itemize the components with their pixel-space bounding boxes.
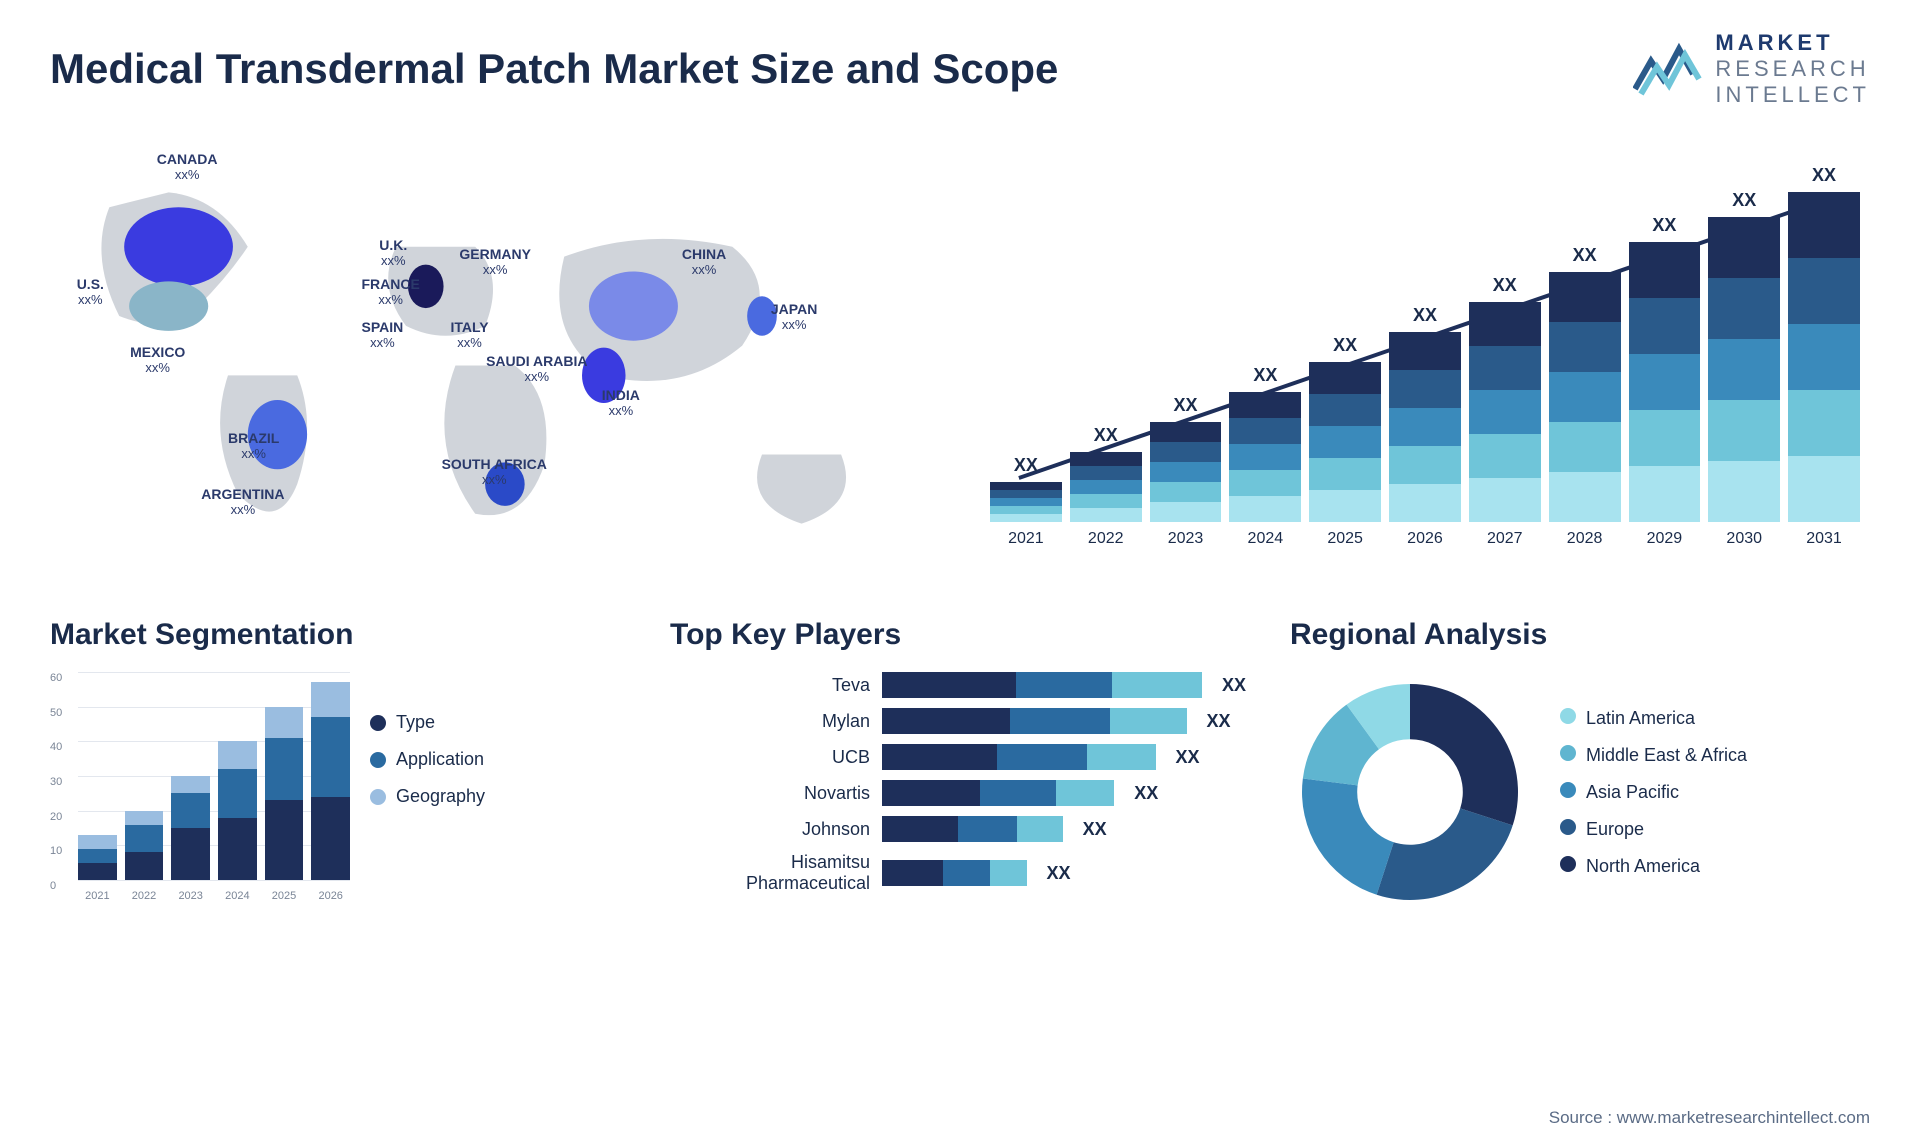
segmentation-panel: Market Segmentation 01020304050602021202… — [50, 618, 630, 912]
donut-slice-europe — [1377, 808, 1513, 900]
map-label-mexico: MEXICOxx% — [130, 344, 185, 375]
growth-value-label: XX — [1413, 305, 1437, 326]
key-players-panel: Top Key Players TevaXX MylanXX UCBXX Novart… — [670, 618, 1250, 912]
kp-row-teva: TevaXX — [670, 672, 1250, 698]
growth-bar-2031: XX 2031 — [1788, 165, 1860, 548]
map-label-us: U.S.xx% — [77, 276, 104, 307]
map-label-southafrica: SOUTH AFRICAxx% — [442, 456, 547, 487]
map-label-argentina: ARGENTINAxx% — [201, 486, 284, 517]
map-label-italy: ITALYxx% — [451, 319, 489, 350]
key-players-title: Top Key Players — [670, 618, 1250, 652]
kp-row-johnson: JohnsonXX — [670, 816, 1250, 842]
growth-bar-2029: XX 2029 — [1629, 215, 1701, 548]
growth-year-label: 2028 — [1567, 530, 1603, 548]
donut-slice-asiapacific — [1302, 778, 1394, 894]
growth-year-label: 2031 — [1806, 530, 1842, 548]
reg-legend-northamerica: North America — [1560, 856, 1747, 877]
kp-row-mylan: MylanXX — [670, 708, 1250, 734]
seg-bar-2025 — [265, 707, 304, 880]
kp-row-hisamitsupharmaceutical: Hisamitsu PharmaceuticalXX — [670, 852, 1250, 894]
seg-bar-2024 — [218, 741, 257, 880]
map-label-canada: CANADAxx% — [157, 151, 218, 182]
growth-year-label: 2030 — [1726, 530, 1762, 548]
map-label-brazil: BRAZILxx% — [228, 430, 279, 461]
logo-icon — [1633, 39, 1703, 99]
seg-bar-2022 — [125, 811, 164, 880]
growth-year-label: 2021 — [1008, 530, 1044, 548]
growth-year-label: 2026 — [1407, 530, 1443, 548]
reg-legend-middleeastafrica: Middle East & Africa — [1560, 745, 1747, 766]
brand-logo: MARKET RESEARCH INTELLECT — [1633, 30, 1870, 108]
seg-bar-2021 — [78, 835, 117, 880]
regional-legend: Latin America Middle East & Africa Asia Pa… — [1560, 708, 1747, 877]
growth-bar-2025: XX 2025 — [1309, 335, 1381, 548]
growth-year-label: 2024 — [1248, 530, 1284, 548]
growth-value-label: XX — [1174, 395, 1198, 416]
growth-value-label: XX — [1253, 365, 1277, 386]
page-title: Medical Transdermal Patch Market Size an… — [50, 45, 1058, 93]
growth-bar-2030: XX 2030 — [1708, 190, 1780, 548]
growth-value-label: XX — [1493, 275, 1517, 296]
growth-bar-2027: XX 2027 — [1469, 275, 1541, 548]
segmentation-title: Market Segmentation — [50, 618, 630, 652]
map-label-japan: JAPANxx% — [771, 301, 817, 332]
map-label-uk: U.K.xx% — [379, 237, 407, 268]
growth-year-label: 2022 — [1088, 530, 1124, 548]
growth-value-label: XX — [1333, 335, 1357, 356]
growth-bar-2021: XX 2021 — [990, 455, 1062, 548]
map-label-france: FRANCExx% — [362, 276, 420, 307]
growth-bar-2026: XX 2026 — [1389, 305, 1461, 548]
growth-value-label: XX — [1014, 455, 1038, 476]
growth-value-label: XX — [1732, 190, 1756, 211]
reg-legend-latinamerica: Latin America — [1560, 708, 1747, 729]
donut-slice-northamerica — [1410, 684, 1518, 825]
growth-value-label: XX — [1652, 215, 1676, 236]
reg-legend-asiapacific: Asia Pacific — [1560, 782, 1747, 803]
growth-year-label: 2023 — [1168, 530, 1204, 548]
key-players-chart: TevaXX MylanXX UCBXX NovartisXX JohnsonXX His… — [670, 672, 1250, 894]
growth-value-label: XX — [1812, 165, 1836, 186]
kp-row-novartis: NovartisXX — [670, 780, 1250, 806]
map-label-saudiarabia: SAUDI ARABIAxx% — [486, 353, 587, 384]
source-text: Source : www.marketresearchintellect.com — [1549, 1108, 1870, 1128]
logo-line-1: MARKET — [1715, 30, 1870, 56]
growth-bar-2028: XX 2028 — [1549, 245, 1621, 548]
growth-bar-2024: XX 2024 — [1229, 365, 1301, 548]
map-label-india: INDIAxx% — [602, 387, 640, 418]
segmentation-chart: 0102030405060202120222023202420252026 — [50, 672, 350, 902]
seg-legend-application: Application — [370, 749, 485, 770]
seg-legend-type: Type — [370, 712, 485, 733]
map-label-china: CHINAxx% — [682, 246, 726, 277]
regional-donut — [1290, 672, 1530, 912]
logo-line-2: RESEARCH — [1715, 56, 1870, 82]
seg-legend-geography: Geography — [370, 786, 485, 807]
reg-legend-europe: Europe — [1560, 819, 1747, 840]
regional-title: Regional Analysis — [1290, 618, 1870, 652]
map-label-spain: SPAINxx% — [362, 319, 404, 350]
map-label-germany: GERMANYxx% — [459, 246, 531, 277]
logo-line-3: INTELLECT — [1715, 82, 1870, 108]
growth-chart-panel: XX 2021 XX 2022 XX 2023 XX 2024 XX 2025 XX 2026 XX 20… — [980, 138, 1870, 568]
kp-row-ucb: UCBXX — [670, 744, 1250, 770]
growth-year-label: 2025 — [1327, 530, 1363, 548]
growth-bar-2023: XX 2023 — [1150, 395, 1222, 548]
seg-bar-2023 — [171, 776, 210, 880]
growth-bar-2022: XX 2022 — [1070, 425, 1142, 548]
regional-panel: Regional Analysis Latin America Middle Ea… — [1290, 618, 1870, 912]
world-map-panel: CANADAxx% U.S.xx% MEXICOxx% BRAZILxx% ARGENT… — [50, 138, 940, 568]
seg-bar-2026 — [311, 682, 350, 880]
growth-year-label: 2029 — [1647, 530, 1683, 548]
segmentation-legend: Type Application Geography — [370, 672, 485, 902]
growth-value-label: XX — [1573, 245, 1597, 266]
growth-value-label: XX — [1094, 425, 1118, 446]
growth-year-label: 2027 — [1487, 530, 1523, 548]
